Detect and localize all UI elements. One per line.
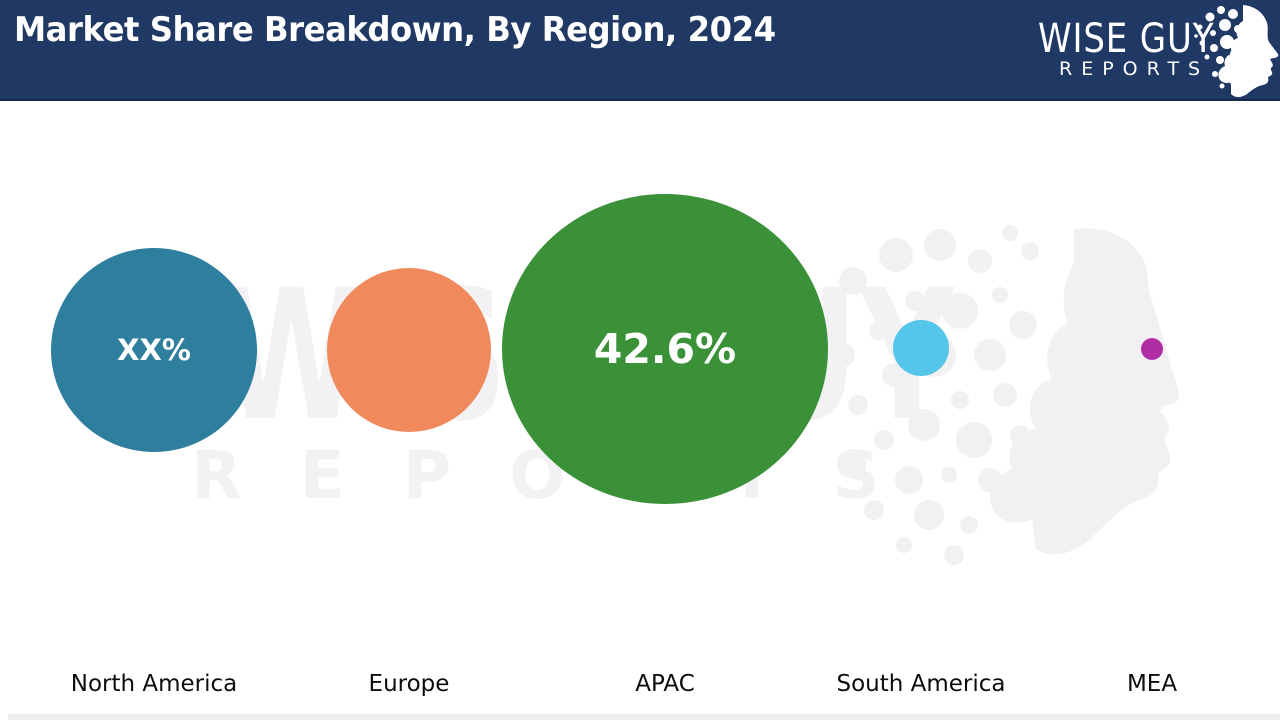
- logo-wordmark: WISE GUY: [1038, 16, 1215, 62]
- bubble-mea: [1141, 338, 1163, 360]
- bubble-chart: WISE GUY REPORTS XX%North AmericaEurope4…: [0, 101, 1280, 720]
- category-label-north-america: North America: [70, 671, 238, 697]
- logo-subtitle: REPORTS: [1059, 58, 1210, 80]
- bubble-europe: [327, 268, 491, 432]
- bubble-value-label-north-america: XX%: [117, 333, 191, 367]
- page-title: Market Share Breakdown, By Region, 2024: [14, 10, 776, 50]
- bottom-edge-strip: [8, 714, 1280, 720]
- category-label-mea: MEA: [1126, 671, 1178, 697]
- category-label-apac: APAC: [635, 671, 695, 697]
- category-label-south-america: South America: [836, 671, 1006, 697]
- header-bar: Market Share Breakdown, By Region, 2024 …: [0, 0, 1280, 101]
- bubble-north-america: XX%: [51, 248, 257, 452]
- bubble-value-label-apac: 42.6%: [593, 325, 737, 373]
- category-label-europe: Europe: [368, 671, 450, 697]
- watermark-head-icon: [831, 225, 1180, 565]
- bubble-south-america: [893, 320, 949, 376]
- wiseguy-head-icon: [1194, 5, 1279, 97]
- bubble-apac: 42.6%: [502, 194, 828, 504]
